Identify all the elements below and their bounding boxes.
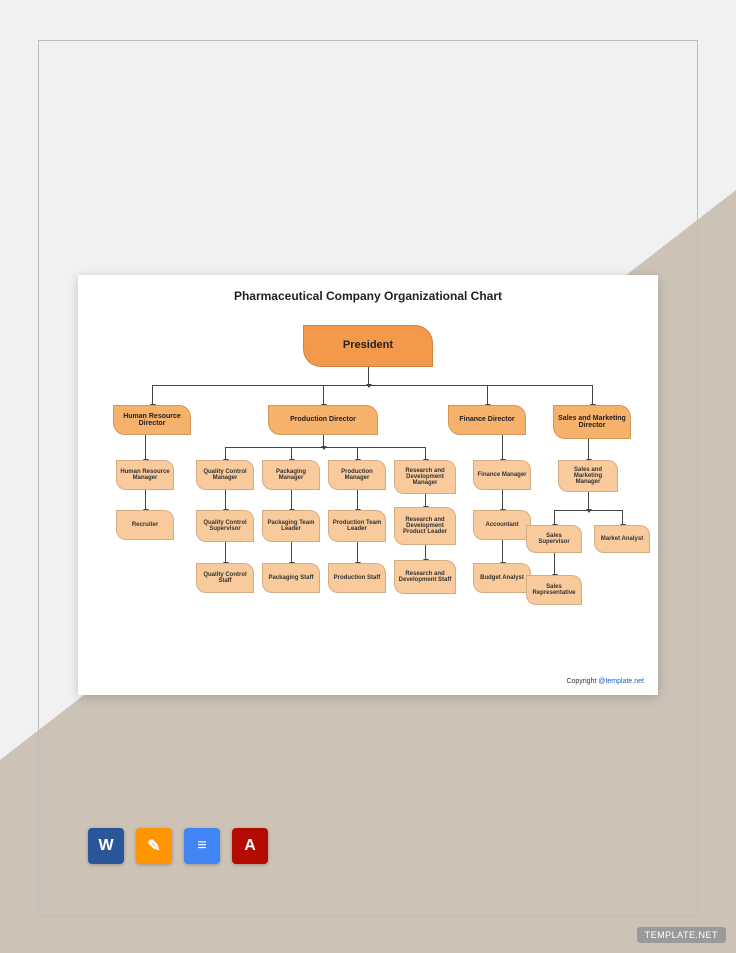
org-node: Human Resource Manager xyxy=(116,460,174,490)
org-node: Production Manager xyxy=(328,460,386,490)
org-node: Sales and Marketing Manager xyxy=(558,460,618,492)
connector xyxy=(487,385,488,405)
org-chart: President Human Resource Director Producti… xyxy=(78,275,658,695)
org-node: Quality Control Supervisor xyxy=(196,510,254,542)
org-node: Research and Development Staff xyxy=(394,560,456,594)
org-node: Quality Control Staff xyxy=(196,563,254,593)
arrowhead xyxy=(321,446,327,450)
connector xyxy=(588,492,589,510)
connector xyxy=(502,435,503,460)
connector xyxy=(291,490,292,510)
org-node: Production Staff xyxy=(328,563,386,593)
org-node: Packaging Team Leader xyxy=(262,510,320,542)
connector xyxy=(425,545,426,560)
org-node: Packaging Staff xyxy=(262,563,320,593)
connector xyxy=(554,510,555,525)
word-icon[interactable]: W xyxy=(88,828,124,864)
connector xyxy=(225,490,226,510)
org-node: Budget Analyst xyxy=(473,563,531,593)
org-node: Production Team Leader xyxy=(328,510,386,542)
org-node: Finance Director xyxy=(448,405,526,435)
org-node: Market Analyst xyxy=(594,525,650,553)
document-card: Pharmaceutical Company Organizational Ch… xyxy=(78,275,658,695)
connector xyxy=(554,553,555,575)
arrowhead xyxy=(366,384,372,388)
gdocs-icon[interactable]: ≡ xyxy=(184,828,220,864)
connector xyxy=(145,490,146,510)
connector xyxy=(225,542,226,563)
copyright-link[interactable]: @template.net xyxy=(598,678,644,685)
org-node: Sales Supervisor xyxy=(526,525,582,553)
connector xyxy=(622,510,623,525)
connector xyxy=(592,385,593,405)
org-node: Research and Development Product Leader xyxy=(394,507,456,545)
org-node: President xyxy=(303,325,433,367)
copyright-prefix: Copyright xyxy=(566,678,598,685)
org-node: Packaging Manager xyxy=(262,460,320,490)
arrowhead xyxy=(586,509,592,513)
org-node: Finance Manager xyxy=(473,460,531,490)
watermark-badge: TEMPLATE.NET xyxy=(637,927,726,943)
connector xyxy=(502,490,503,510)
connector xyxy=(502,540,503,563)
connector xyxy=(152,385,153,405)
connector xyxy=(152,385,592,386)
connector xyxy=(323,385,324,405)
org-node: Sales Representative xyxy=(526,575,582,605)
connector xyxy=(368,367,369,385)
org-node: Production Director xyxy=(268,405,378,435)
connector xyxy=(145,435,146,460)
pages-icon[interactable]: ✎ xyxy=(136,828,172,864)
connector xyxy=(357,542,358,563)
org-node: Research and Development Manager xyxy=(394,460,456,494)
pdf-icon[interactable]: A xyxy=(232,828,268,864)
org-node: Quality Control Manager xyxy=(196,460,254,490)
copyright: Copyright @template.net xyxy=(566,678,644,685)
org-node: Sales and Marketing Director xyxy=(553,405,631,439)
connector xyxy=(291,542,292,563)
connector xyxy=(357,490,358,510)
format-icons-row: W ✎ ≡ A xyxy=(88,828,268,864)
org-node: Recruiter xyxy=(116,510,174,540)
connector xyxy=(588,439,589,460)
org-node: Accountant xyxy=(473,510,531,540)
org-node: Human Resource Director xyxy=(113,405,191,435)
